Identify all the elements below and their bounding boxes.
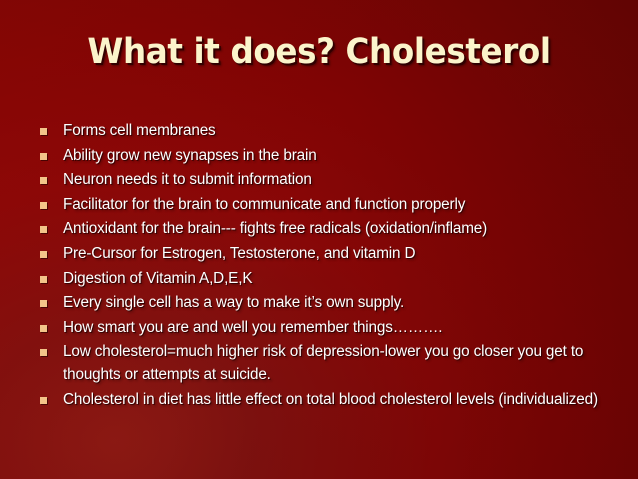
- list-item: Every single cell has a way to make it’s…: [36, 292, 614, 315]
- list-item: How smart you are and well you remember …: [36, 317, 614, 340]
- square-bullet-icon: [40, 349, 47, 357]
- list-item-label: Facilitator for the brain to communicate…: [63, 195, 466, 213]
- list-item-label: Pre-Cursor for Estrogen, Testosterone, a…: [63, 244, 416, 262]
- list-item: Forms cell membranes: [36, 120, 614, 143]
- list-item-label: How smart you are and well you remember …: [63, 318, 443, 336]
- square-bullet-icon: [40, 250, 47, 258]
- list-item: Antioxidant for the brain--- fights free…: [36, 218, 614, 241]
- list-item: Pre-Cursor for Estrogen, Testosterone, a…: [36, 243, 614, 266]
- list-item: Cholesterol in diet has little effect on…: [36, 389, 614, 412]
- slide-title-block: What it does? Cholesterol: [0, 30, 638, 74]
- square-bullet-icon: [40, 396, 47, 404]
- square-bullet-icon: [40, 152, 47, 160]
- list-item-label: Forms cell membranes: [63, 122, 216, 139]
- square-bullet-icon: [40, 128, 47, 135]
- list-item: Neuron needs it to submit information: [36, 169, 614, 192]
- list-item-label: Ability grow new synapses in the brain: [63, 146, 317, 164]
- list-item-label: Neuron needs it to submit information: [63, 171, 312, 189]
- list-item-label: Low cholesterol=much higher risk of depr…: [63, 343, 584, 383]
- list-item: Low cholesterol=much higher risk of depr…: [36, 341, 614, 386]
- list-item: Facilitator for the brain to communicate…: [36, 194, 614, 217]
- list-item-label: Cholesterol in diet has little effect on…: [63, 390, 598, 408]
- list-item-label: Antioxidant for the brain--- fights free…: [63, 220, 488, 238]
- square-bullet-icon: [40, 300, 47, 308]
- list-item: Digestion of Vitamin A,D,E,K: [36, 268, 614, 291]
- square-bullet-icon: [40, 201, 47, 209]
- square-bullet-icon: [40, 177, 47, 185]
- list-item-label: Digestion of Vitamin A,D,E,K: [63, 269, 253, 287]
- square-bullet-icon: [40, 275, 47, 283]
- square-bullet-icon: [40, 324, 47, 332]
- list-item-label: Every single cell has a way to make it’s…: [63, 294, 405, 312]
- square-bullet-icon: [40, 226, 47, 234]
- page-title: What it does? Cholesterol: [87, 32, 551, 72]
- list-item: Ability grow new synapses in the brain: [36, 145, 614, 168]
- slide-bullet-list: Forms cell membranes Ability grow new sy…: [36, 120, 614, 413]
